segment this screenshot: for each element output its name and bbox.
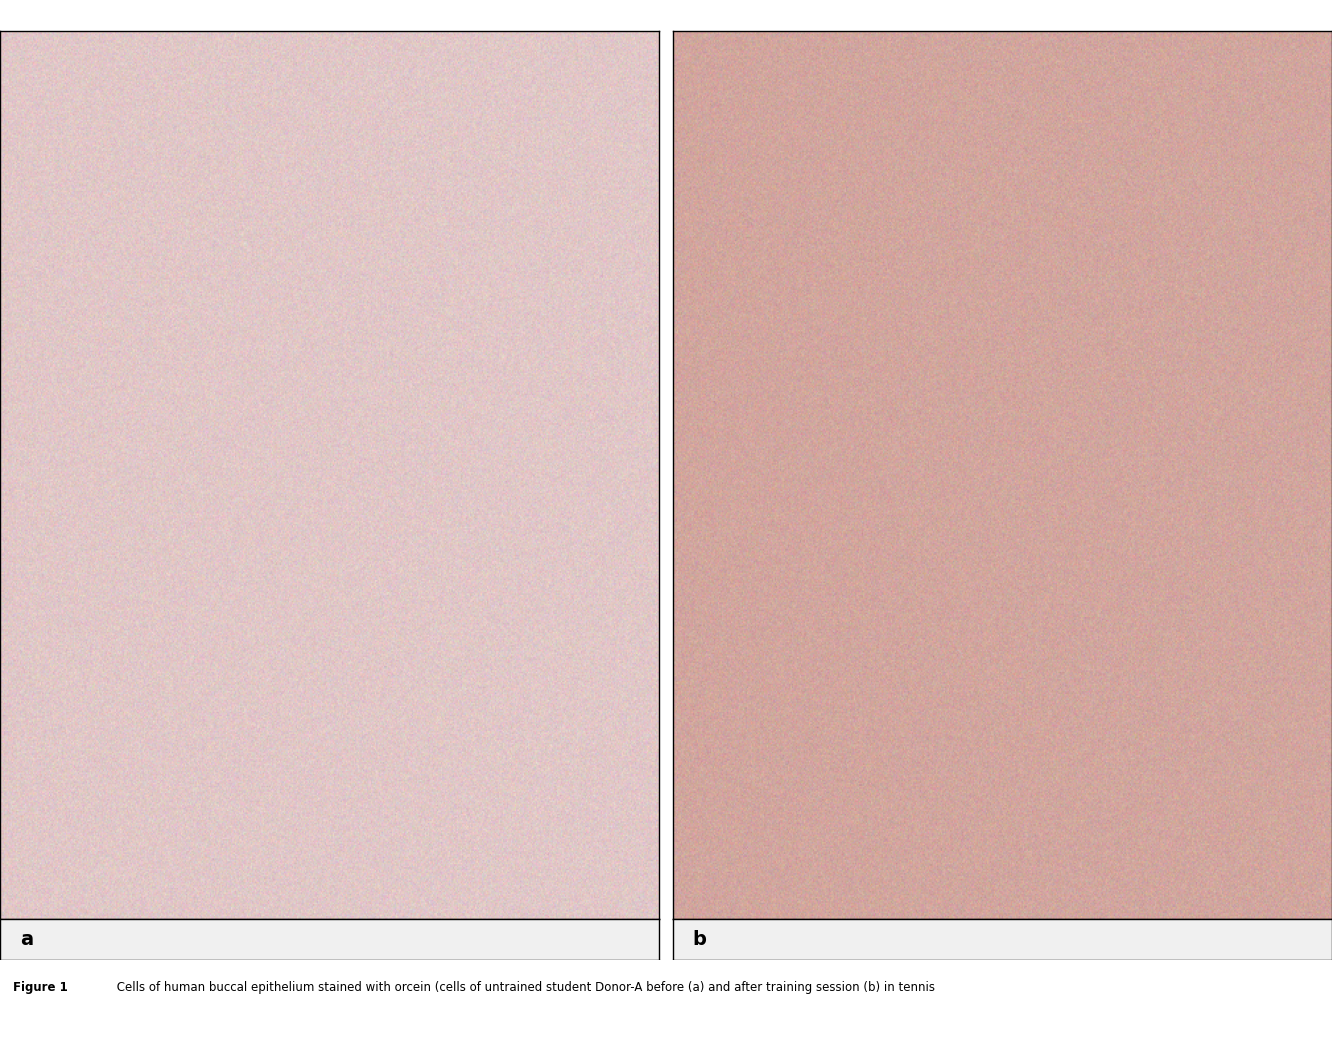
Text: b: b [693, 930, 706, 949]
Text: a: a [20, 930, 33, 949]
Text: Cells of human buccal epithelium stained with orcein (cells of untrained student: Cells of human buccal epithelium stained… [113, 981, 935, 994]
Text: Figure 1: Figure 1 [13, 981, 68, 994]
